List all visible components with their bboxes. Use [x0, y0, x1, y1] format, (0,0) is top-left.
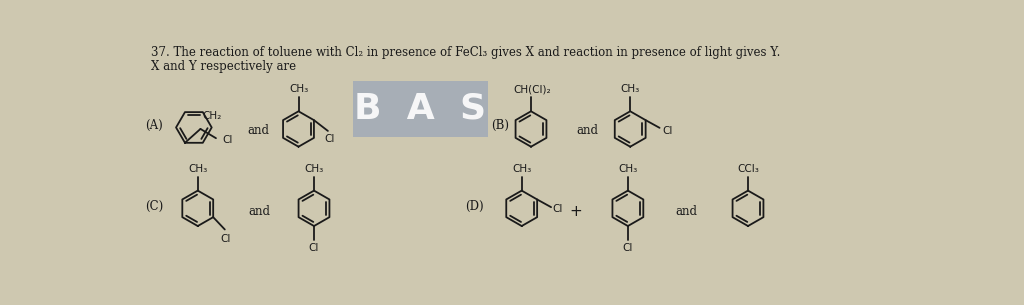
FancyBboxPatch shape	[128, 37, 922, 271]
Text: and: and	[247, 124, 269, 137]
Text: and: and	[577, 124, 599, 137]
Text: (C): (C)	[145, 199, 163, 213]
Text: (A): (A)	[145, 119, 163, 132]
Text: Cl: Cl	[663, 126, 673, 136]
Text: CH₃: CH₃	[188, 164, 208, 174]
Text: CH(Cl)₂: CH(Cl)₂	[514, 84, 551, 94]
Text: CH₂: CH₂	[202, 111, 221, 121]
Text: (D): (D)	[465, 199, 483, 213]
Text: and: and	[675, 205, 697, 218]
Text: and: and	[249, 205, 270, 218]
Text: X and Y respectively are: X and Y respectively are	[152, 60, 296, 73]
Text: CH₃: CH₃	[618, 164, 638, 174]
Text: CH₃: CH₃	[304, 164, 324, 174]
Text: B  A  S: B A S	[354, 92, 486, 126]
Text: Cl: Cl	[553, 204, 563, 214]
Text: Cl: Cl	[220, 234, 230, 244]
Text: CH₃: CH₃	[512, 164, 531, 174]
Text: +: +	[569, 204, 583, 219]
Text: Cl: Cl	[325, 134, 335, 144]
Text: Cl: Cl	[623, 243, 633, 253]
Text: CH₃: CH₃	[621, 84, 640, 94]
FancyBboxPatch shape	[352, 81, 488, 137]
Text: CCl₃: CCl₃	[737, 164, 759, 174]
Text: Cl: Cl	[309, 243, 319, 253]
Text: CH₃: CH₃	[289, 84, 308, 94]
Text: Cl: Cl	[222, 135, 232, 145]
Text: 37. The reaction of toluene with Cl₂ in presence of FeCl₃ gives X and reaction i: 37. The reaction of toluene with Cl₂ in …	[152, 46, 780, 59]
Text: (B): (B)	[490, 119, 509, 132]
